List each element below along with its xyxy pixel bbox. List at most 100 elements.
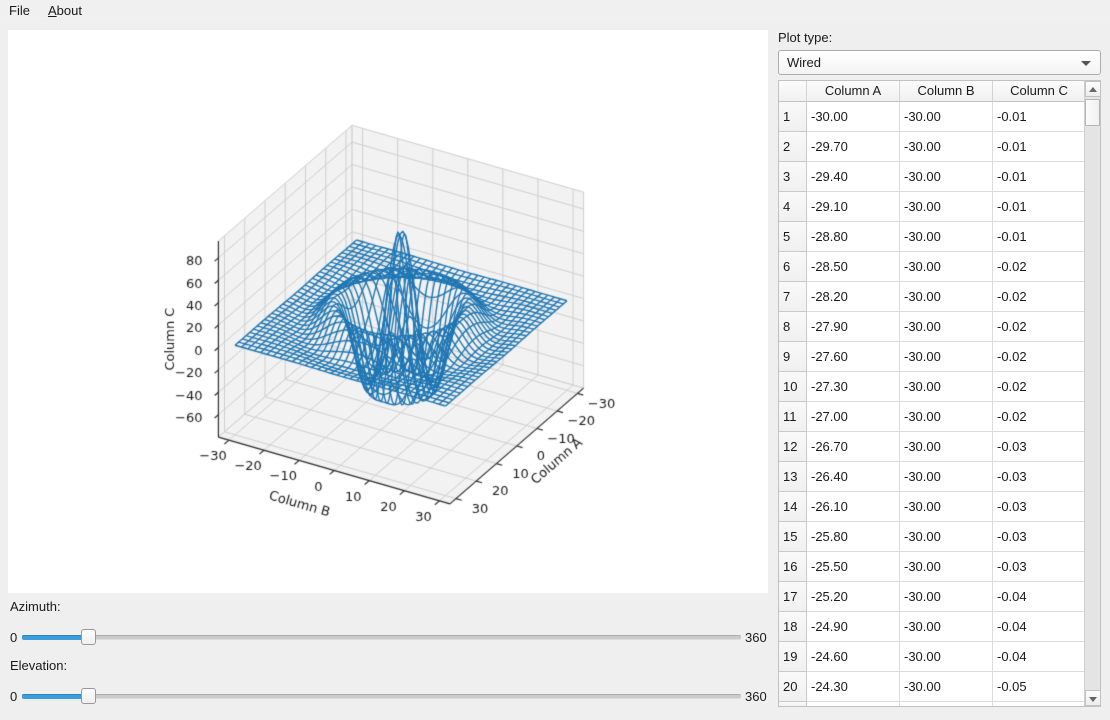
row-number-cell[interactable]: 16 [779,552,807,582]
row-number-cell[interactable]: 18 [779,612,807,642]
table-row[interactable]: 4 -29.10 -30.00 -0.01 [779,192,1100,222]
table-cell[interactable]: -25.20 [807,582,900,612]
table-cell[interactable]: -26.10 [807,492,900,522]
table-cell[interactable]: -30.00 [900,582,993,612]
scrollbar-down-button[interactable] [1085,690,1101,706]
table-header-column-a[interactable]: Column A [807,81,900,102]
menu-about[interactable]: About [47,2,82,18]
table-cell[interactable]: -0.01 [993,102,1086,132]
table-cell[interactable]: -0.05 [993,672,1086,702]
table-cell[interactable]: -0.02 [993,312,1086,342]
table-cell[interactable]: -26.70 [807,432,900,462]
table-cell[interactable]: -28.80 [807,222,900,252]
table-cell[interactable]: -0.02 [993,282,1086,312]
table-cell[interactable]: -0.04 [993,612,1086,642]
elevation-slider-track[interactable] [22,694,741,699]
row-number-cell[interactable]: 1 [779,102,807,132]
table-row[interactable]: 6 -28.50 -30.00 -0.02 [779,252,1100,282]
table-row[interactable]: 7 -28.20 -30.00 -0.02 [779,282,1100,312]
row-number-cell[interactable]: 10 [779,372,807,402]
table-row[interactable]: 1 -30.00 -30.00 -0.01 [779,102,1100,132]
table-cell[interactable]: -30.00 [900,642,993,672]
table-cell[interactable]: -25.50 [807,552,900,582]
table-cell[interactable]: -0.01 [993,222,1086,252]
table-cell[interactable]: -30.00 [900,522,993,552]
table-cell[interactable]: -0.04 [993,582,1086,612]
table-cell[interactable]: -0.02 [993,402,1086,432]
row-number-cell[interactable]: 19 [779,642,807,672]
table-cell[interactable]: -30.00 [900,132,993,162]
table-cell[interactable]: -27.00 [807,402,900,432]
table-cell[interactable]: -26.40 [807,462,900,492]
table-cell[interactable]: -24.30 [807,672,900,702]
row-number-cell[interactable]: 7 [779,282,807,312]
table-cell[interactable]: -0.03 [993,462,1086,492]
table-row[interactable]: 12 -26.70 -30.00 -0.03 [779,432,1100,462]
row-number-cell[interactable]: 4 [779,192,807,222]
table-cell[interactable]: -30.00 [900,222,993,252]
table-header-column-c[interactable]: Column C [993,81,1086,102]
table-cell[interactable]: -28.50 [807,252,900,282]
table-cell[interactable]: -29.10 [807,192,900,222]
row-number-cell[interactable]: 12 [779,432,807,462]
row-number-cell[interactable]: 15 [779,522,807,552]
table-cell[interactable]: -30.00 [900,612,993,642]
table-cell[interactable]: -0.02 [993,342,1086,372]
table-cell[interactable]: -25.80 [807,522,900,552]
table-row[interactable]: 10 -27.30 -30.00 -0.02 [779,372,1100,402]
menu-file[interactable]: File [9,2,30,18]
table-cell[interactable]: -24.90 [807,612,900,642]
table-row[interactable]: 19 -24.60 -30.00 -0.04 [779,642,1100,672]
table-cell[interactable]: -30.00 [900,372,993,402]
plot-type-combobox[interactable]: Wired [778,50,1101,75]
row-number-cell[interactable]: 14 [779,492,807,522]
elevation-slider-handle[interactable] [80,688,96,704]
table-cell[interactable]: -30.00 [900,462,993,492]
table-cell[interactable]: -30.00 [900,672,993,702]
table-cell[interactable]: -30.00 [900,312,993,342]
table-cell[interactable]: -27.60 [807,342,900,372]
table-cell[interactable]: -0.01 [993,192,1086,222]
table-row[interactable]: 8 -27.90 -30.00 -0.02 [779,312,1100,342]
table-cell[interactable]: -0.01 [993,132,1086,162]
table-cell[interactable]: -30.00 [900,192,993,222]
table-cell[interactable]: -0.03 [993,492,1086,522]
table-cell[interactable]: -28.20 [807,282,900,312]
row-number-cell[interactable]: 11 [779,402,807,432]
table-cell[interactable]: -30.00 [900,162,993,192]
azimuth-slider-track[interactable] [22,635,741,640]
table-corner-header[interactable] [779,81,807,102]
table-cell[interactable]: -0.03 [993,432,1086,462]
table-cell[interactable]: -0.03 [993,552,1086,582]
row-number-cell[interactable]: 17 [779,582,807,612]
row-number-cell[interactable]: 13 [779,462,807,492]
table-row[interactable]: 14 -26.10 -30.00 -0.03 [779,492,1100,522]
row-number-cell[interactable]: 6 [779,252,807,282]
scrollbar-up-button[interactable] [1085,81,1101,97]
table-row[interactable]: 11 -27.00 -30.00 -0.02 [779,402,1100,432]
table-row[interactable]: 3 -29.40 -30.00 -0.01 [779,162,1100,192]
table-cell[interactable]: -30.00 [900,102,993,132]
table-cell[interactable]: -30.00 [900,252,993,282]
table-cell[interactable]: -0.01 [993,162,1086,192]
table-row[interactable]: 18 -24.90 -30.00 -0.04 [779,612,1100,642]
table-header-column-b[interactable]: Column B [900,81,993,102]
row-number-cell[interactable]: 3 [779,162,807,192]
table-cell[interactable]: -30.00 [900,492,993,522]
table-cell[interactable]: -29.40 [807,162,900,192]
table-cell[interactable]: -30.00 [807,102,900,132]
table-cell[interactable]: -0.02 [993,372,1086,402]
table-cell[interactable]: -30.00 [900,282,993,312]
table-row[interactable]: 20 -24.30 -30.00 -0.05 [779,672,1100,702]
scrollbar-thumb[interactable] [1085,99,1100,126]
table-cell[interactable]: -0.04 [993,642,1086,672]
table-cell[interactable]: -27.90 [807,312,900,342]
table-row[interactable]: 2 -29.70 -30.00 -0.01 [779,132,1100,162]
table-cell[interactable]: -0.03 [993,522,1086,552]
table-cell[interactable]: -0.02 [993,252,1086,282]
azimuth-slider-handle[interactable] [80,629,96,645]
table-cell[interactable]: -30.00 [900,432,993,462]
table-vertical-scrollbar[interactable] [1084,81,1101,706]
table-row[interactable]: 5 -28.80 -30.00 -0.01 [779,222,1100,252]
table-row[interactable]: 15 -25.80 -30.00 -0.03 [779,522,1100,552]
